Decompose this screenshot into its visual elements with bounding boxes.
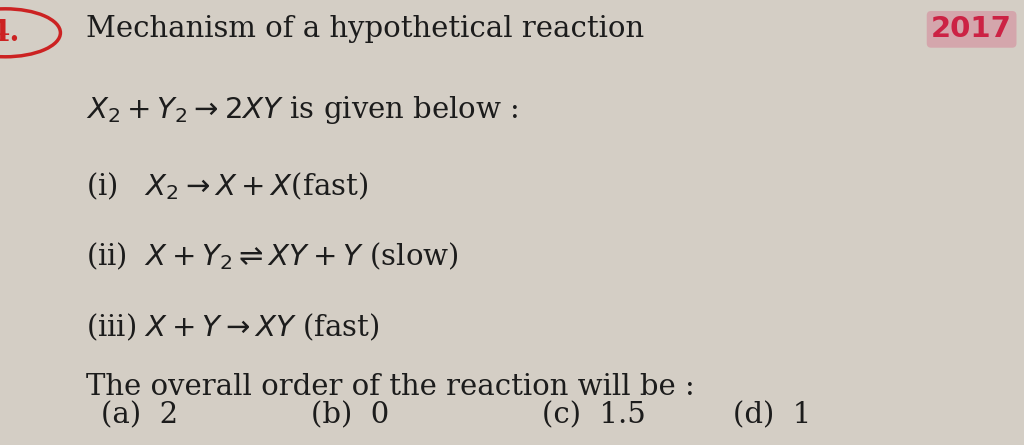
Text: (c)  1.5: (c) 1.5	[542, 402, 646, 430]
Text: (ii)  $X+Y_2\rightleftharpoons XY+Y$ (slow): (ii) $X+Y_2\rightleftharpoons XY+Y$ (slo…	[85, 240, 458, 271]
Text: The overall order of the reaction will be :: The overall order of the reaction will b…	[85, 373, 694, 401]
Text: 4.: 4.	[0, 18, 20, 47]
Text: (a)  2: (a) 2	[100, 402, 178, 430]
Text: (iii) $X+Y\rightarrow XY$ (fast): (iii) $X+Y\rightarrow XY$ (fast)	[85, 312, 379, 343]
Text: Mechanism of a hypothetical reaction: Mechanism of a hypothetical reaction	[85, 15, 644, 43]
Text: $X_2+Y_2\rightarrow 2XY$ is given below :: $X_2+Y_2\rightarrow 2XY$ is given below …	[85, 94, 518, 126]
Text: (i)   $X_2\rightarrow X+X$(fast): (i) $X_2\rightarrow X+X$(fast)	[85, 170, 368, 202]
Text: (d)  1: (d) 1	[733, 402, 811, 430]
Text: (b)  0: (b) 0	[311, 402, 389, 430]
Text: 2017: 2017	[931, 15, 1012, 43]
